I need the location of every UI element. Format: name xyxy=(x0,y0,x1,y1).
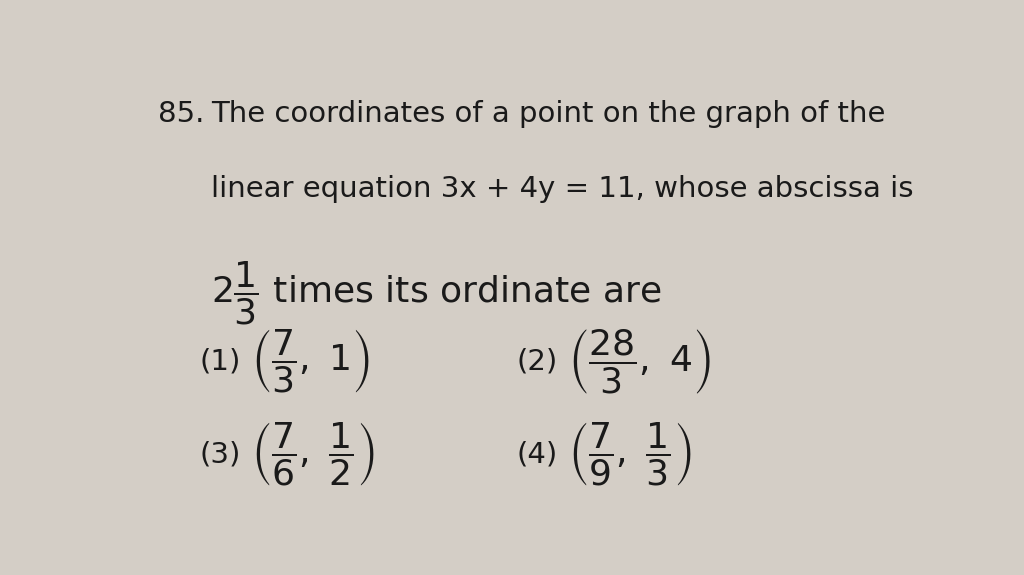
Text: (2): (2) xyxy=(517,347,558,375)
Text: $\left(\dfrac{7}{9},\ \dfrac{1}{3}\right)$: $\left(\dfrac{7}{9},\ \dfrac{1}{3}\right… xyxy=(568,420,692,488)
Text: (3): (3) xyxy=(200,440,241,468)
Text: $\left(\dfrac{7}{6},\ \dfrac{1}{2}\right)$: $\left(\dfrac{7}{6},\ \dfrac{1}{2}\right… xyxy=(251,420,375,488)
Text: 85.: 85. xyxy=(158,100,205,128)
Text: The coordinates of a point on the graph of the: The coordinates of a point on the graph … xyxy=(211,100,886,128)
Text: (1): (1) xyxy=(200,347,241,375)
Text: $\left(\dfrac{7}{3},\ 1\right)$: $\left(\dfrac{7}{3},\ 1\right)$ xyxy=(251,328,371,395)
Text: $2\dfrac{1}{3}$ times its ordinate are: $2\dfrac{1}{3}$ times its ordinate are xyxy=(211,259,662,327)
Text: $\left(\dfrac{28}{3},\ 4\right)$: $\left(\dfrac{28}{3},\ 4\right)$ xyxy=(568,327,711,396)
Text: (4): (4) xyxy=(517,440,558,468)
Text: linear equation 3x + 4y = 11, whose abscissa is: linear equation 3x + 4y = 11, whose absc… xyxy=(211,175,913,203)
